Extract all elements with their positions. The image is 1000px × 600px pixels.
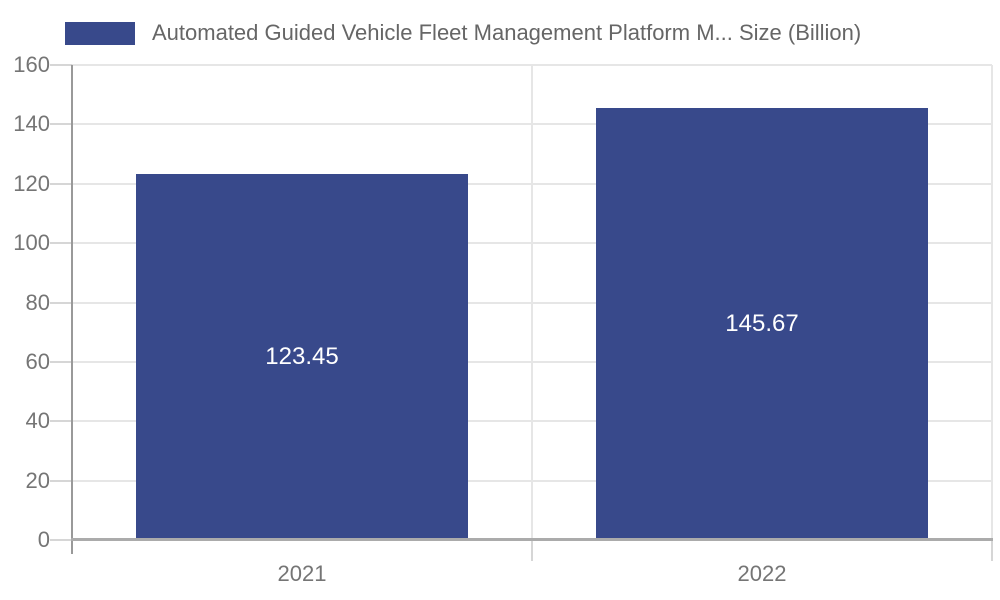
legend-swatch [65,21,135,45]
y-axis-label: 140 [13,111,50,137]
y-axis-line [71,65,73,554]
x-tick [531,540,533,561]
y-tick [50,539,72,541]
category-boundary-gridline [991,65,993,540]
y-tick [50,242,72,245]
y-tick [50,182,72,185]
y-axis-label: 60 [25,348,50,374]
y-tick [50,64,72,66]
y-axis-label: 20 [25,467,50,493]
bar-2021[interactable]: 123.45 [136,173,468,540]
y-axis-label: 80 [25,289,50,315]
bar-value-label: 145.67 [725,309,799,337]
y-axis-label: 160 [13,52,50,77]
x-axis-label: 2021 [277,561,327,586]
y-tick [50,301,72,304]
y-tick [50,360,72,363]
x-axis-label: 2022 [737,561,787,586]
y-axis-label: 0 [37,527,50,552]
y-axis-label: 120 [13,170,50,196]
bar-value-label: 123.45 [265,342,339,370]
x-tick [991,540,993,561]
y-tick [50,420,72,423]
category-boundary-gridline [531,65,533,540]
y-tick [50,123,72,126]
legend[interactable]: Automated Guided Vehicle Fleet Managemen… [65,20,861,46]
bar-2022[interactable]: 145.67 [596,107,928,540]
x-axis-line [71,538,993,541]
legend-label: Automated Guided Vehicle Fleet Managemen… [152,20,862,45]
y-axis-label: 40 [25,408,50,434]
y-axis-label: 100 [13,230,50,256]
y-tick [50,479,72,482]
